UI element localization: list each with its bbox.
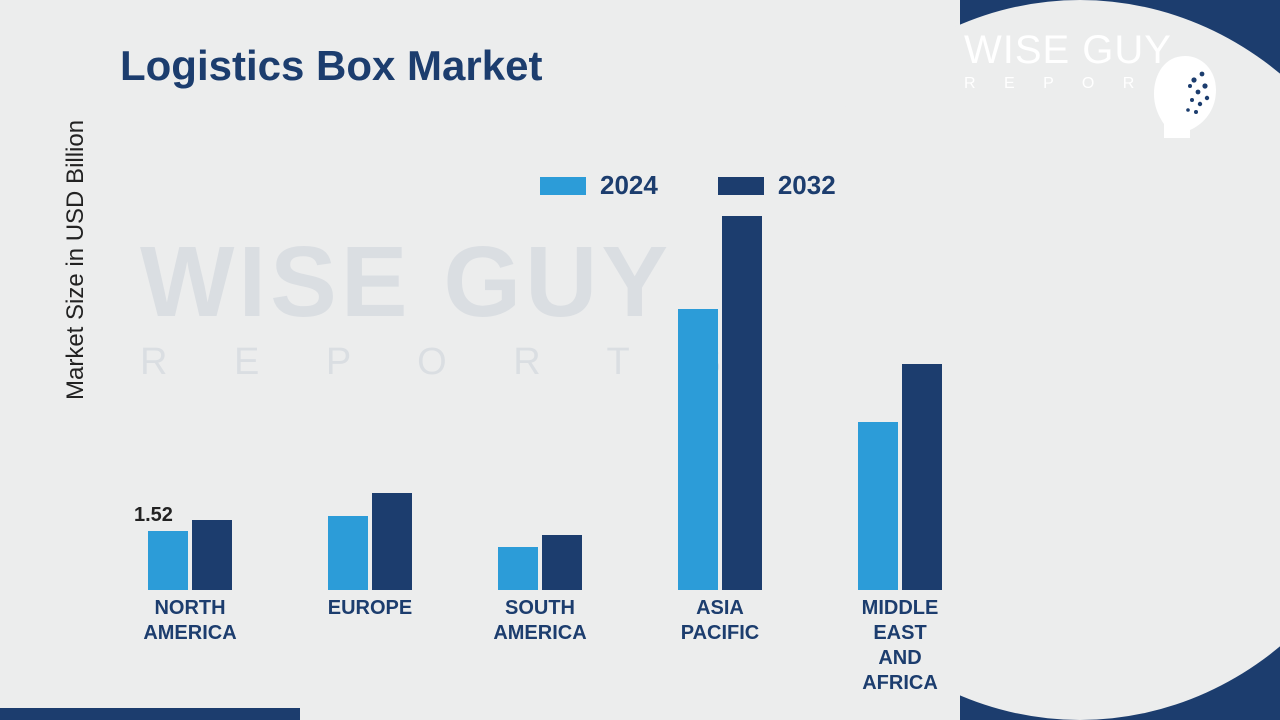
legend-item: 2032 [718, 170, 836, 201]
bar [722, 216, 762, 590]
legend-label: 2024 [600, 170, 658, 201]
category-label: EUROPE [300, 596, 440, 621]
plot-area: 1.52 [110, 200, 990, 590]
brand-logo: WISE GUY R E P O R T S [964, 28, 1250, 93]
bar [498, 547, 538, 590]
chart-title: Logistics Box Market [120, 42, 542, 90]
legend-label: 2032 [778, 170, 836, 201]
bar-value-label: 1.52 [134, 504, 173, 527]
category-label: SOUTHAMERICA [470, 596, 610, 646]
category-label: MIDDLEEASTANDAFRICA [830, 596, 970, 696]
y-axis-label: Market Size in USD Billion [62, 120, 90, 400]
bar [372, 493, 412, 591]
legend-swatch [718, 177, 764, 195]
bar [858, 422, 898, 590]
category-label: ASIAPACIFIC [650, 596, 790, 646]
bottom-accent-strip [0, 708, 300, 720]
legend: 2024 2032 [540, 170, 836, 201]
brand-head-icon [1150, 52, 1220, 142]
category-label: NORTHAMERICA [120, 596, 260, 646]
bar [902, 364, 942, 590]
bar [148, 531, 188, 590]
bar [678, 309, 718, 590]
bar [328, 516, 368, 590]
chart-canvas: WISE GUY R E P O R T S Logistics Box Mar… [0, 0, 1280, 720]
bar [192, 520, 232, 590]
bar [542, 535, 582, 590]
legend-item: 2024 [540, 170, 658, 201]
legend-swatch [540, 177, 586, 195]
